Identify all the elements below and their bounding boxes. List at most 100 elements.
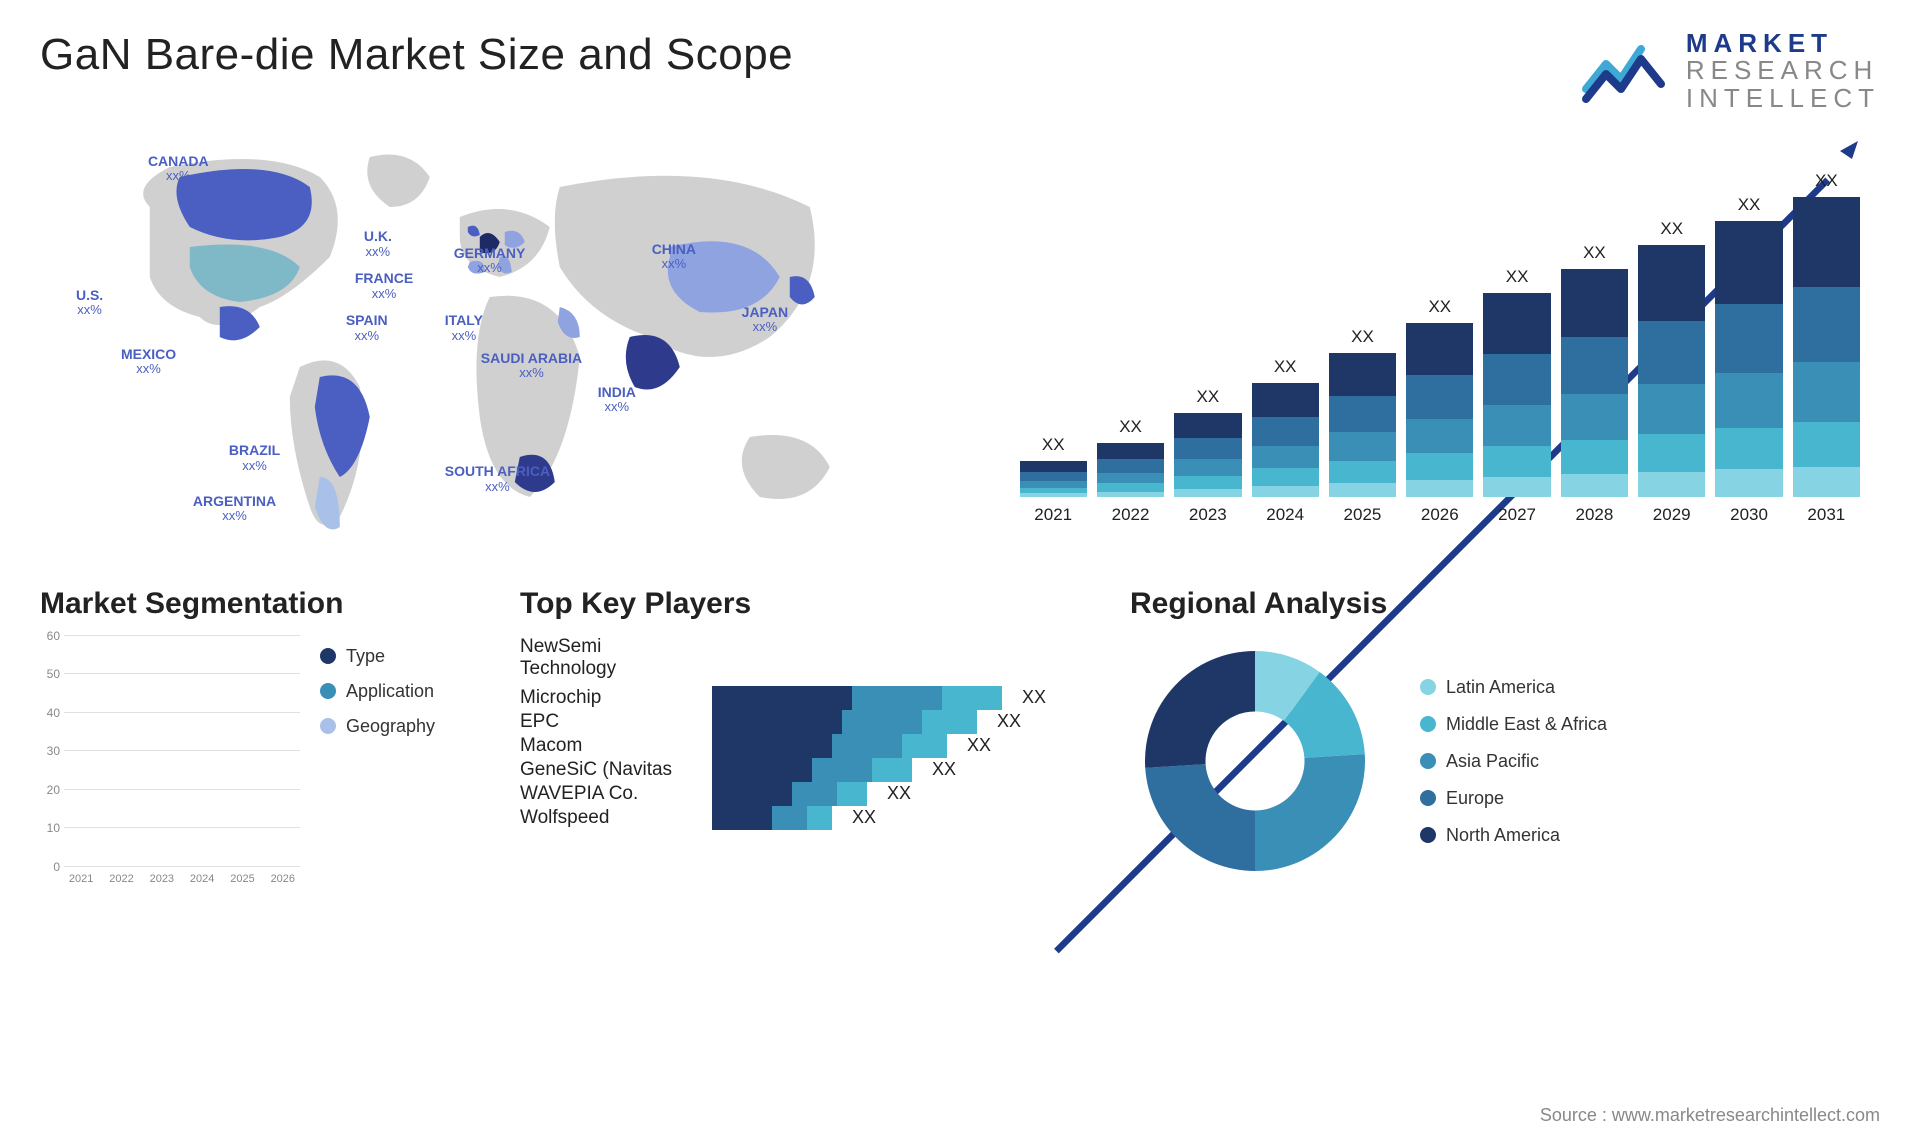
- growth-segment: [1174, 489, 1241, 497]
- player-value: XX: [1022, 687, 1046, 708]
- key-players-panel: Top Key Players NewSemi Technology Micro…: [520, 587, 1080, 887]
- region-legend-item: Europe: [1420, 788, 1607, 809]
- growth-segment: [1329, 461, 1396, 483]
- legend-label: Asia Pacific: [1446, 751, 1539, 772]
- growth-segment: [1020, 461, 1087, 472]
- region-legend-item: Latin America: [1420, 677, 1607, 698]
- player-label: Macom: [520, 735, 700, 757]
- legend-label: Europe: [1446, 788, 1504, 809]
- seg-bar-2023: 2023: [145, 636, 179, 867]
- growth-segment: [1097, 443, 1164, 459]
- country-label-canada: CANADAxx%: [148, 154, 209, 184]
- legend-label: Middle East & Africa: [1446, 714, 1607, 735]
- country-label-spain: SPAINxx%: [346, 313, 388, 343]
- player-segment: [712, 782, 792, 806]
- legend-swatch-icon: [320, 683, 336, 699]
- growth-segment: [1793, 467, 1860, 497]
- donut-slice: [1145, 651, 1255, 768]
- segmentation-legend: TypeApplicationGeography: [320, 636, 435, 887]
- legend-swatch-icon: [1420, 790, 1436, 806]
- bottom-row: Market Segmentation 0102030405060 202120…: [40, 587, 1880, 887]
- player-bar: [712, 734, 947, 758]
- regional-panel: Regional Analysis Latin AmericaMiddle Ea…: [1130, 587, 1880, 887]
- growth-segment: [1715, 373, 1782, 428]
- growth-top-label: XX: [1506, 267, 1529, 287]
- player-value: XX: [997, 711, 1021, 732]
- growth-segment: [1174, 476, 1241, 489]
- player-row: EPCXX: [520, 710, 1080, 734]
- legend-swatch-icon: [320, 718, 336, 734]
- growth-top-label: XX: [1738, 195, 1761, 215]
- seg-year-label: 2022: [104, 873, 138, 885]
- growth-top-label: XX: [1583, 243, 1606, 263]
- player-row: Microchip XX: [520, 686, 1080, 710]
- growth-segment: [1638, 321, 1705, 384]
- country-label-france: FRANCExx%: [355, 271, 413, 301]
- growth-segment: [1483, 446, 1550, 477]
- growth-year-label: 2021: [1034, 505, 1072, 525]
- seg-year-label: 2025: [225, 873, 259, 885]
- seg-ytick: 0: [53, 860, 60, 874]
- donut-slice: [1145, 764, 1255, 871]
- brand-block: MARKET RESEARCH INTELLECT: [1581, 30, 1880, 112]
- region-legend-item: Asia Pacific: [1420, 751, 1607, 772]
- player-label: GeneSiC (Navitas: [520, 759, 700, 781]
- growth-segment: [1252, 417, 1319, 446]
- legend-label: Latin America: [1446, 677, 1555, 698]
- growth-bar-2021: XX2021: [1020, 435, 1087, 525]
- player-segment: [942, 686, 1002, 710]
- growth-year-label: 2028: [1575, 505, 1613, 525]
- legend-swatch-icon: [1420, 827, 1436, 843]
- growth-segment: [1715, 304, 1782, 373]
- seg-year-label: 2024: [185, 873, 219, 885]
- segmentation-title: Market Segmentation: [40, 587, 470, 621]
- growth-segment: [1252, 468, 1319, 485]
- growth-segment: [1793, 197, 1860, 287]
- growth-segment: [1793, 422, 1860, 467]
- growth-segment: [1638, 434, 1705, 472]
- legend-label: North America: [1446, 825, 1560, 846]
- country-label-argentina: ARGENTINAxx%: [193, 494, 276, 524]
- country-label-germany: GERMANYxx%: [454, 246, 526, 276]
- player-segment: [772, 806, 807, 830]
- growth-segment: [1329, 483, 1396, 497]
- legend-label: Type: [346, 646, 385, 667]
- player-segment: [712, 758, 812, 782]
- player-segment: [922, 710, 977, 734]
- player-bar: [712, 710, 977, 734]
- seg-year-label: 2026: [266, 873, 300, 885]
- growth-segment: [1715, 221, 1782, 304]
- growth-segment: [1561, 474, 1628, 497]
- seg-legend-item: Type: [320, 646, 435, 667]
- player-row: GeneSiC (Navitas XX: [520, 758, 1080, 782]
- growth-segment: [1020, 481, 1087, 488]
- growth-segment: [1406, 480, 1473, 497]
- seg-ytick: 20: [47, 783, 60, 797]
- growth-bar-2029: XX2029: [1638, 219, 1705, 525]
- player-segment: [832, 734, 902, 758]
- growth-segment: [1097, 473, 1164, 484]
- growth-segment: [1561, 337, 1628, 394]
- player-value: XX: [932, 759, 956, 780]
- growth-segment: [1252, 383, 1319, 417]
- brand-logo-icon: [1581, 39, 1671, 103]
- page-title: GaN Bare-die Market Size and Scope: [40, 30, 793, 80]
- segmentation-chart: 0102030405060 202120222023202420252026: [40, 636, 300, 887]
- legend-swatch-icon: [1420, 679, 1436, 695]
- growth-year-label: 2024: [1266, 505, 1304, 525]
- top-row: CANADAxx%U.S.xx%MEXICOxx%BRAZILxx%ARGENT…: [40, 137, 1880, 557]
- growth-year-label: 2025: [1344, 505, 1382, 525]
- growth-segment: [1406, 453, 1473, 479]
- seg-bar-2026: 2026: [266, 636, 300, 867]
- legend-label: Geography: [346, 716, 435, 737]
- country-label-china: CHINAxx%: [652, 242, 696, 272]
- player-label: Microchip: [520, 687, 700, 709]
- seg-ytick: 30: [47, 744, 60, 758]
- growth-bar-2030: XX2030: [1715, 195, 1782, 525]
- growth-year-label: 2027: [1498, 505, 1536, 525]
- regional-donut-chart: [1130, 636, 1380, 886]
- player-value: XX: [887, 783, 911, 804]
- growth-year-label: 2022: [1112, 505, 1150, 525]
- growth-top-label: XX: [1119, 417, 1142, 437]
- growth-segment: [1174, 438, 1241, 459]
